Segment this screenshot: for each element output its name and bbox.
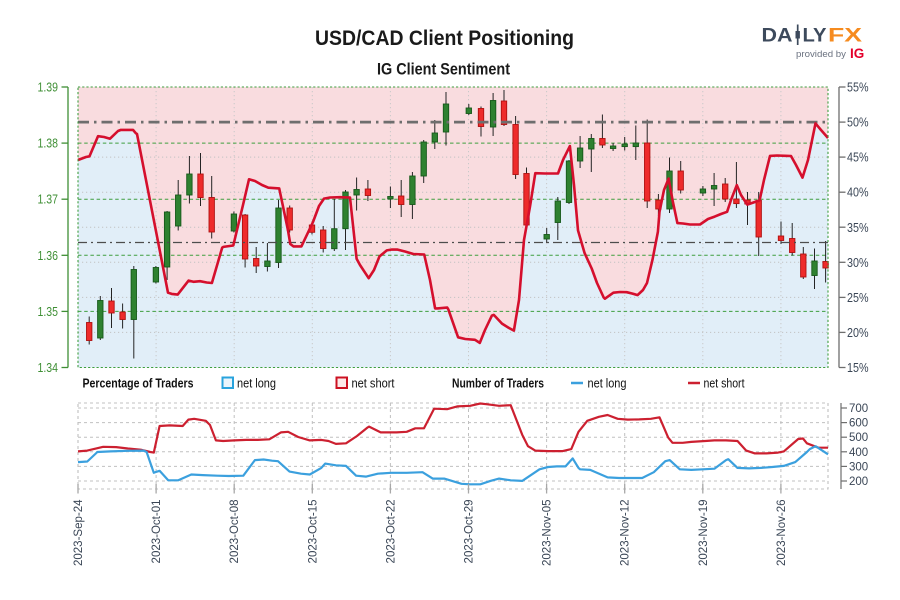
svg-text:2023-Oct-01: 2023-Oct-01 (151, 500, 163, 564)
svg-text:net long: net long (237, 377, 276, 391)
svg-text:300: 300 (849, 461, 868, 473)
svg-text:2023-Oct-15: 2023-Oct-15 (307, 500, 319, 564)
svg-text:1.39: 1.39 (38, 81, 59, 95)
svg-text:40%: 40% (847, 185, 869, 200)
svg-text:20%: 20% (847, 325, 869, 340)
svg-text:25%: 25% (847, 290, 869, 305)
svg-text:USD/CAD Client Positioning: USD/CAD Client Positioning (315, 27, 574, 50)
svg-text:IG Client Sentiment: IG Client Sentiment (377, 60, 510, 79)
svg-text:45%: 45% (847, 150, 869, 165)
svg-text:1.36: 1.36 (38, 249, 59, 263)
svg-text:30%: 30% (847, 255, 869, 270)
svg-text:Percentage of Traders: Percentage of Traders (83, 377, 194, 391)
svg-text:400: 400 (849, 447, 868, 459)
svg-text:1.35: 1.35 (38, 305, 59, 319)
svg-text:200: 200 (849, 476, 868, 488)
svg-text:2023-Nov-26: 2023-Nov-26 (776, 500, 788, 566)
svg-text:LY: LY (803, 25, 827, 47)
svg-text:DA: DA (762, 25, 793, 47)
svg-text:1.37: 1.37 (38, 193, 59, 207)
svg-text:600: 600 (849, 418, 868, 430)
svg-text:50%: 50% (847, 115, 869, 130)
svg-text:net short: net short (704, 377, 745, 391)
svg-text:2023-Oct-08: 2023-Oct-08 (229, 500, 241, 564)
svg-text:2023-Nov-12: 2023-Nov-12 (620, 500, 632, 566)
svg-text:15%: 15% (847, 360, 869, 375)
svg-text:net long: net long (588, 377, 627, 391)
svg-text:55%: 55% (847, 80, 869, 95)
svg-text:2023-Sep-24: 2023-Sep-24 (73, 499, 85, 566)
svg-text:2023-Nov-19: 2023-Nov-19 (698, 500, 710, 566)
svg-text:2023-Oct-22: 2023-Oct-22 (385, 500, 397, 564)
svg-text:2023-Oct-29: 2023-Oct-29 (464, 500, 476, 564)
svg-text:35%: 35% (847, 220, 869, 235)
svg-text:700: 700 (849, 403, 868, 415)
svg-text:1.34: 1.34 (38, 361, 59, 375)
svg-text:1.38: 1.38 (38, 137, 59, 151)
svg-text:FX: FX (828, 25, 862, 47)
svg-text:IG: IG (850, 46, 864, 61)
svg-text:net short: net short (352, 377, 395, 391)
svg-text:2023-Nov-05: 2023-Nov-05 (542, 500, 554, 566)
svg-text:Number of Traders: Number of Traders (452, 377, 544, 391)
svg-text:500: 500 (849, 432, 868, 444)
svg-text:provided by: provided by (796, 49, 846, 60)
